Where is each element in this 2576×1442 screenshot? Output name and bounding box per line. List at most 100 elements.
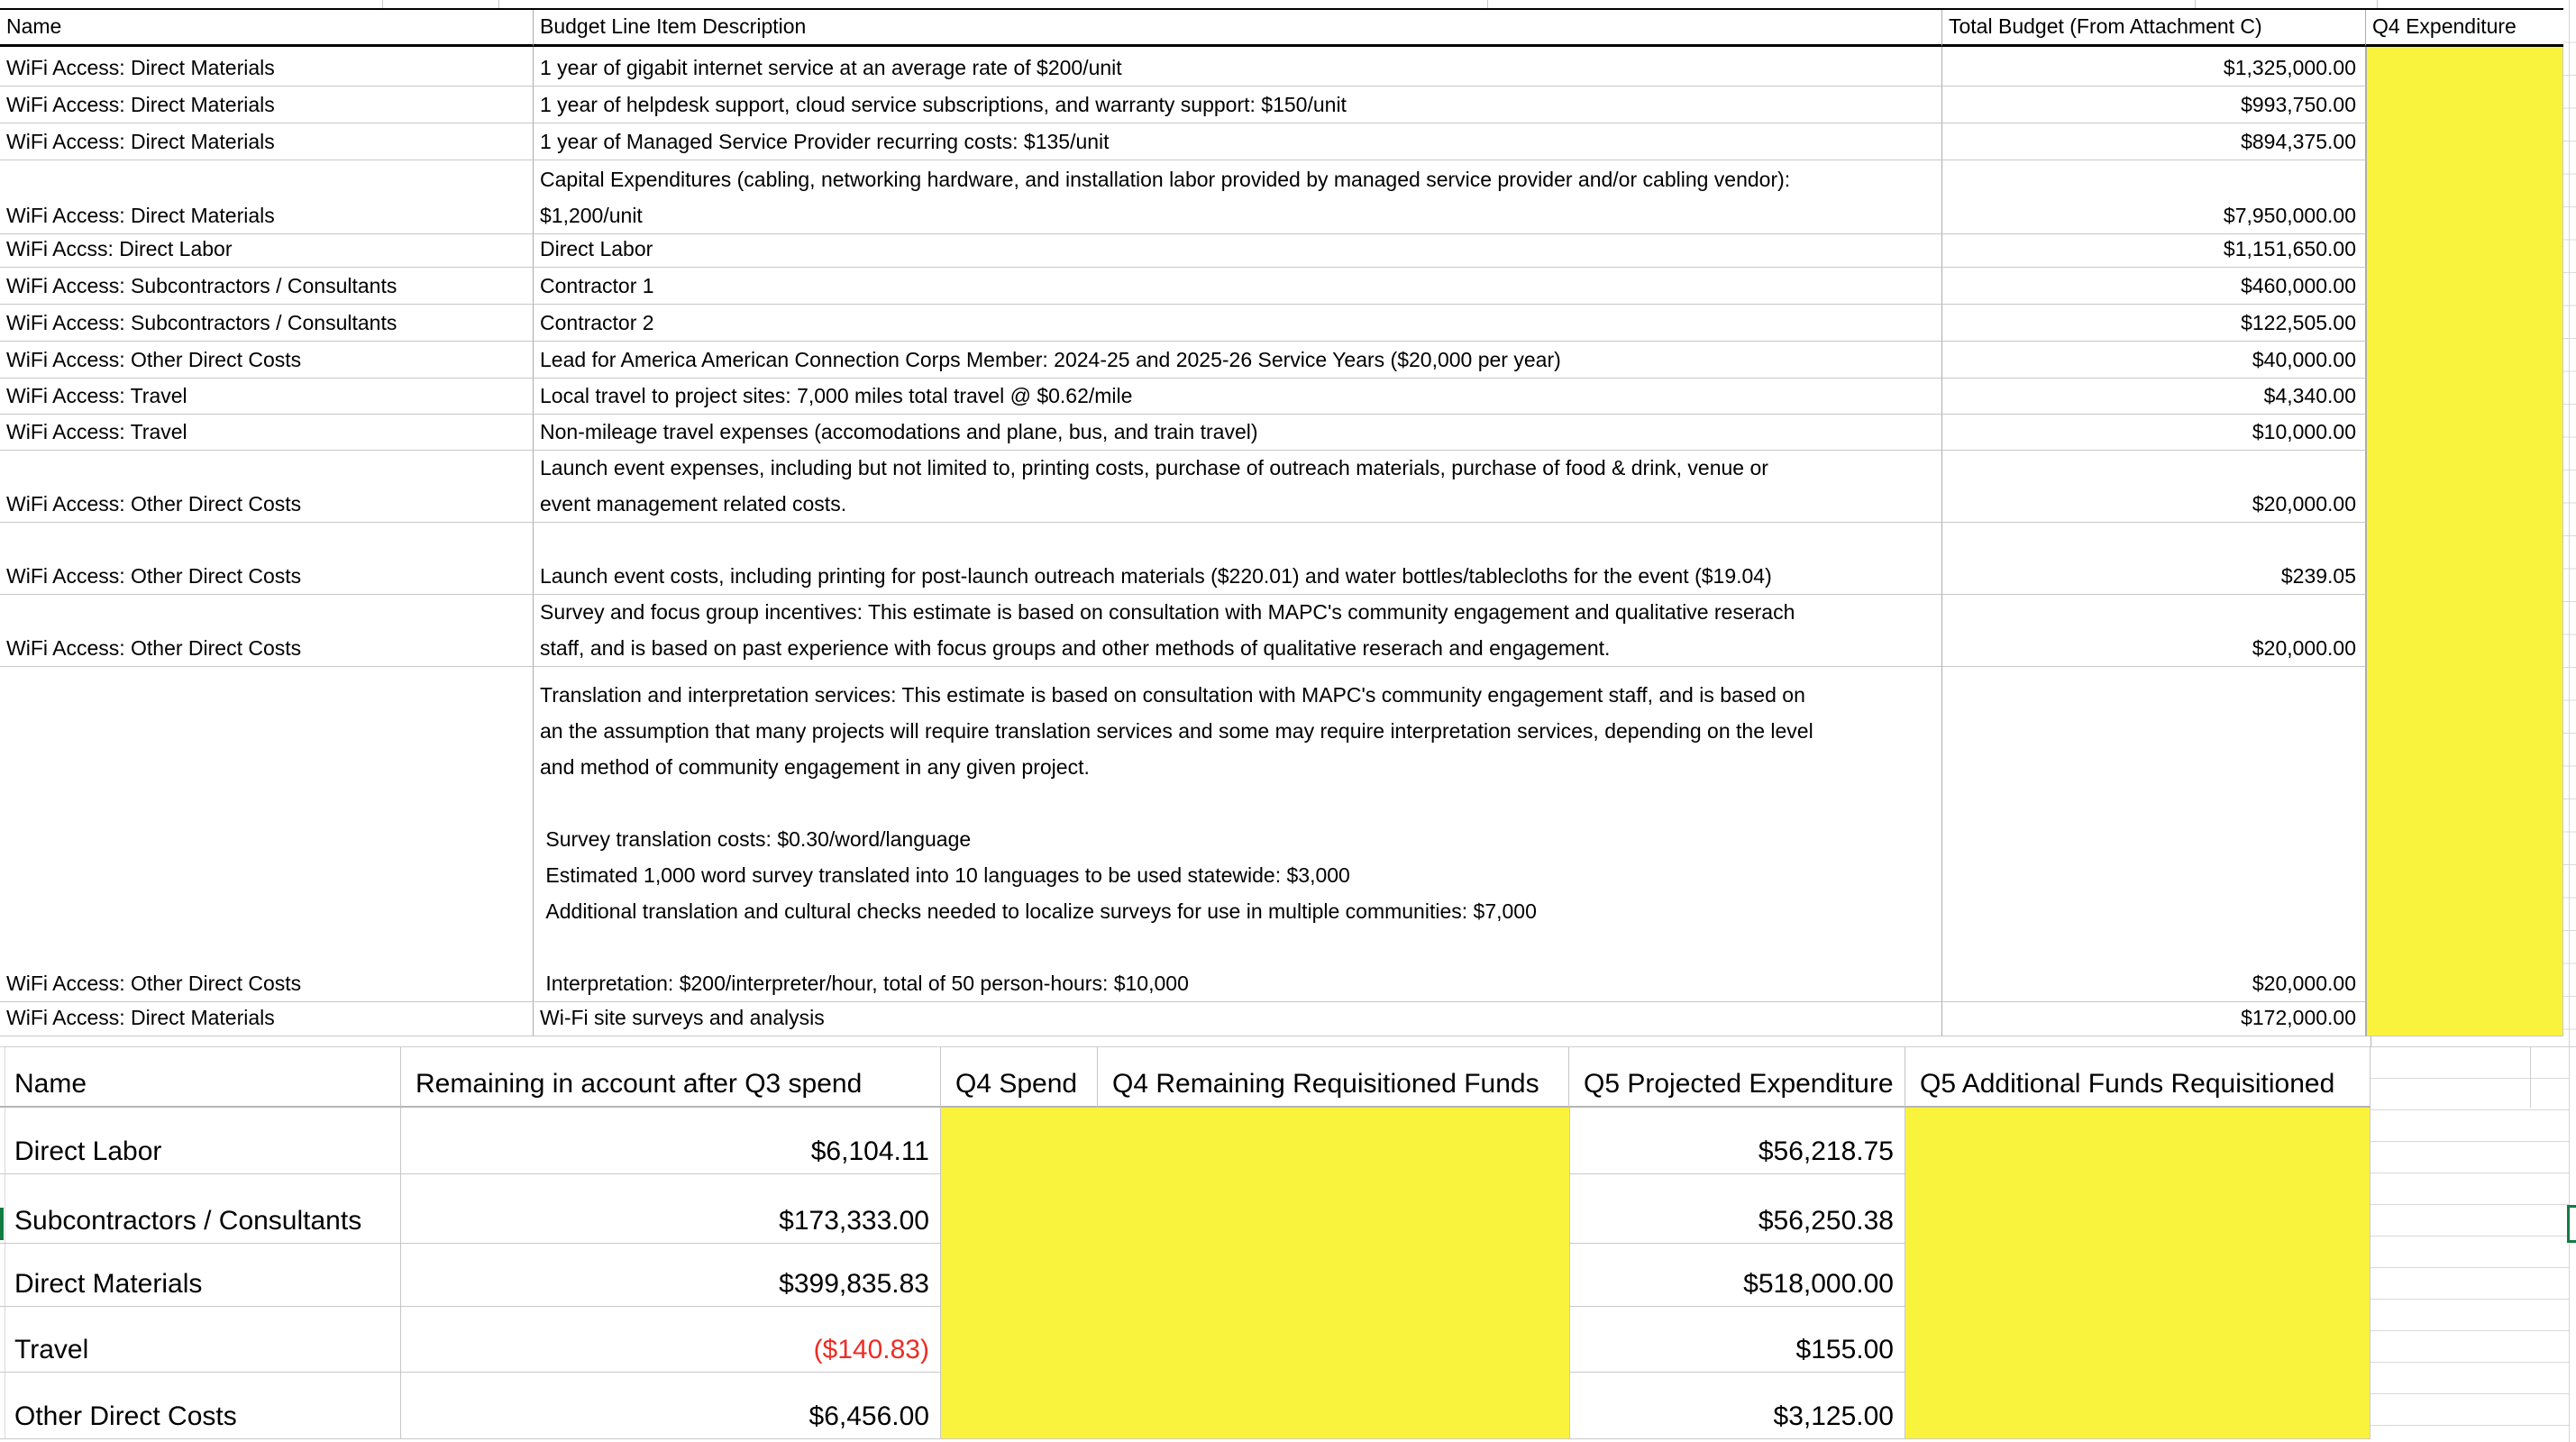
cell-remaining-after-q3[interactable]: $399,835.83 — [401, 1244, 941, 1307]
cell-total-budget[interactable]: $20,000.00 — [1942, 451, 2366, 523]
cell-total-budget[interactable]: $122,505.00 — [1942, 305, 2366, 342]
cell-q4-spend-and-remaining-highlight[interactable] — [941, 1307, 1569, 1373]
cell-total-budget[interactable]: $40,000.00 — [1942, 342, 2366, 379]
cell-description[interactable]: Direct Labor — [534, 234, 1942, 268]
cell-category[interactable]: Other Direct Costs — [0, 1373, 401, 1439]
summary-table-row: Travel ($140.83) $155.00 — [0, 1307, 2370, 1373]
cell-description[interactable]: Launch event expenses, including but not… — [534, 451, 1942, 523]
cell-category[interactable]: Travel — [0, 1307, 401, 1373]
cell-name[interactable]: WiFi Access: Other Direct Costs — [0, 523, 534, 595]
header-q4-expenditure[interactable]: Q4 Expenditure — [2366, 10, 2563, 47]
cell-total-budget[interactable]: $20,000.00 — [1942, 595, 2366, 667]
cell-q5-additional-funds-highlight[interactable] — [1905, 1307, 2370, 1373]
budget-table-body: WiFi Access: Direct Materials 1 year of g… — [0, 47, 2563, 1036]
budget-table-row: WiFi Access: Travel Local travel to proje… — [0, 379, 2563, 415]
cell-description[interactable]: Non-mileage travel expenses (accomodatio… — [534, 415, 1942, 451]
cell-name[interactable]: WiFi Accss: Direct Labor — [0, 234, 534, 268]
cell-total-budget[interactable]: $4,340.00 — [1942, 379, 2366, 415]
budget-table: Name Budget Line Item Description Total … — [0, 10, 2563, 1036]
cell-name[interactable]: WiFi Access: Subcontractors / Consultant… — [0, 305, 534, 342]
header-name[interactable]: Name — [0, 1047, 401, 1108]
header-q5-additional-funds-requisitioned[interactable]: Q5 Additional Funds Requisitioned — [1905, 1047, 2370, 1108]
cell-remaining-after-q3[interactable]: $6,456.00 — [401, 1373, 941, 1439]
cell-name[interactable]: WiFi Access: Direct Materials — [0, 160, 534, 234]
header-q4-remaining-requisitioned-funds[interactable]: Q4 Remaining Requisitioned Funds — [1098, 1047, 1569, 1108]
cell-q5-projected-expenditure[interactable]: $155.00 — [1569, 1307, 1905, 1373]
cell-remaining-after-q3[interactable]: $6,104.11 — [401, 1108, 941, 1174]
cell-total-budget[interactable]: $460,000.00 — [1942, 268, 2366, 305]
cell-q5-additional-funds-highlight[interactable] — [1905, 1108, 2370, 1174]
cell-description[interactable]: 1 year of gigabit internet service at an… — [534, 47, 1942, 87]
cell-q5-projected-expenditure[interactable]: $518,000.00 — [1569, 1244, 1905, 1307]
cell-remaining-after-q3[interactable]: ($140.83) — [401, 1307, 941, 1373]
cell-category[interactable]: Subcontractors / Consultants — [0, 1174, 401, 1244]
cell-description[interactable]: Capital Expenditures (cabling, networkin… — [534, 160, 1942, 234]
cell-name[interactable]: WiFi Access: Travel — [0, 379, 534, 415]
cell-total-budget[interactable]: $10,000.00 — [1942, 415, 2366, 451]
cell-q4-spend-and-remaining-highlight[interactable] — [941, 1108, 1569, 1174]
cell-name[interactable]: WiFi Access: Other Direct Costs — [0, 451, 534, 523]
header-q5-projected-expenditure[interactable]: Q5 Projected Expenditure — [1569, 1047, 1905, 1108]
cell-total-budget[interactable]: $172,000.00 — [1942, 1002, 2366, 1036]
cell-name[interactable]: WiFi Access: Subcontractors / Consultant… — [0, 268, 534, 305]
cell-description[interactable]: Lead for America American Connection Cor… — [534, 342, 1942, 379]
cell-q5-projected-expenditure[interactable]: $3,125.00 — [1569, 1373, 1905, 1439]
cell-q5-projected-expenditure[interactable]: $56,250.38 — [1569, 1174, 1905, 1244]
header-q4-spend[interactable]: Q4 Spend — [941, 1047, 1098, 1108]
q4-expenditure-highlight-column[interactable] — [2366, 47, 2563, 1036]
budget-table-row: WiFi Access: Direct Materials 1 year of g… — [0, 47, 2563, 87]
cell-name[interactable]: WiFi Access: Direct Materials — [0, 123, 534, 160]
cell-description[interactable]: Contractor 2 — [534, 305, 1942, 342]
summary-table-row: Other Direct Costs $6,456.00 $3,125.00 — [0, 1373, 2370, 1439]
selection-marker-left-edge — [0, 1208, 4, 1240]
cell-description[interactable]: Launch event costs, including printing f… — [534, 523, 1942, 595]
cell-name[interactable]: WiFi Access: Direct Materials — [0, 87, 534, 123]
header-budget-line-item-description[interactable]: Budget Line Item Description — [534, 10, 1942, 47]
header-remaining-after-q3[interactable]: Remaining in account after Q3 spend — [401, 1047, 941, 1108]
cell-total-budget[interactable]: $993,750.00 — [1942, 87, 2366, 123]
cell-name[interactable]: WiFi Access: Travel — [0, 415, 534, 451]
cell-q5-additional-funds-highlight[interactable] — [1905, 1174, 2370, 1244]
selected-cell-border[interactable] — [2567, 1205, 2576, 1243]
cell-total-budget[interactable]: $1,325,000.00 — [1942, 47, 2366, 87]
budget-table-row: WiFi Access: Direct Materials Wi-Fi site … — [0, 1002, 2563, 1036]
cell-description[interactable]: Survey and focus group incentives: This … — [534, 595, 1942, 667]
cell-category[interactable]: Direct Materials — [0, 1244, 401, 1307]
right-margin-grid-bottom — [2370, 1047, 2569, 1442]
cell-remaining-after-q3[interactable]: $173,333.00 — [401, 1174, 941, 1244]
cell-q4-spend-and-remaining-highlight[interactable] — [941, 1373, 1569, 1439]
cell-name[interactable]: WiFi Access: Direct Materials — [0, 47, 534, 87]
cell-name[interactable]: WiFi Access: Other Direct Costs — [0, 342, 534, 379]
cell-q4-spend-and-remaining-highlight[interactable] — [941, 1174, 1569, 1244]
cell-description[interactable]: Local travel to project sites: 7,000 mil… — [534, 379, 1942, 415]
header-name[interactable]: Name — [0, 10, 534, 47]
cell-total-budget[interactable]: $239.05 — [1942, 523, 2366, 595]
cell-total-budget[interactable]: $7,950,000.00 — [1942, 160, 2366, 234]
summary-table-row: Direct Materials $399,835.83 $518,000.00 — [0, 1244, 2370, 1307]
cell-name[interactable]: WiFi Access: Other Direct Costs — [0, 667, 534, 1002]
cell-description[interactable]: 1 year of helpdesk support, cloud servic… — [534, 87, 1942, 123]
cell-total-budget[interactable]: $20,000.00 — [1942, 667, 2366, 1002]
cell-q5-additional-funds-highlight[interactable] — [1905, 1373, 2370, 1439]
gridline — [2569, 0, 2570, 1442]
cell-description[interactable]: Translation and interpretation services:… — [534, 667, 1942, 1002]
cell-description[interactable]: 1 year of Managed Service Provider recur… — [534, 123, 1942, 160]
summary-table-row: Direct Labor $6,104.11 $56,218.75 — [0, 1108, 2370, 1174]
cell-category[interactable]: Direct Labor — [0, 1108, 401, 1174]
header-total-budget[interactable]: Total Budget (From Attachment C) — [1942, 10, 2366, 47]
cell-q5-additional-funds-highlight[interactable] — [1905, 1244, 2370, 1307]
column-gridline-stub — [2530, 1047, 2531, 1108]
budget-table-top-border — [0, 8, 2563, 10]
cell-total-budget[interactable]: $1,151,650.00 — [1942, 234, 2366, 268]
cell-q4-spend-and-remaining-highlight[interactable] — [941, 1244, 1569, 1307]
column-gridline-stub — [2377, 0, 2378, 9]
cell-description[interactable]: Contractor 1 — [534, 268, 1942, 305]
budget-table-row: WiFi Accss: Direct Labor Direct Labor $1,1… — [0, 234, 2563, 268]
cell-name[interactable]: WiFi Access: Other Direct Costs — [0, 595, 534, 667]
budget-table-row: WiFi Access: Travel Non-mileage travel ex… — [0, 415, 2563, 451]
cell-name[interactable]: WiFi Access: Direct Materials — [0, 1002, 534, 1036]
budget-table-row: WiFi Access: Other Direct Costs Lead for … — [0, 342, 2563, 379]
cell-description[interactable]: Wi-Fi site surveys and analysis — [534, 1002, 1942, 1036]
cell-total-budget[interactable]: $894,375.00 — [1942, 123, 2366, 160]
cell-q5-projected-expenditure[interactable]: $56,218.75 — [1569, 1108, 1905, 1174]
